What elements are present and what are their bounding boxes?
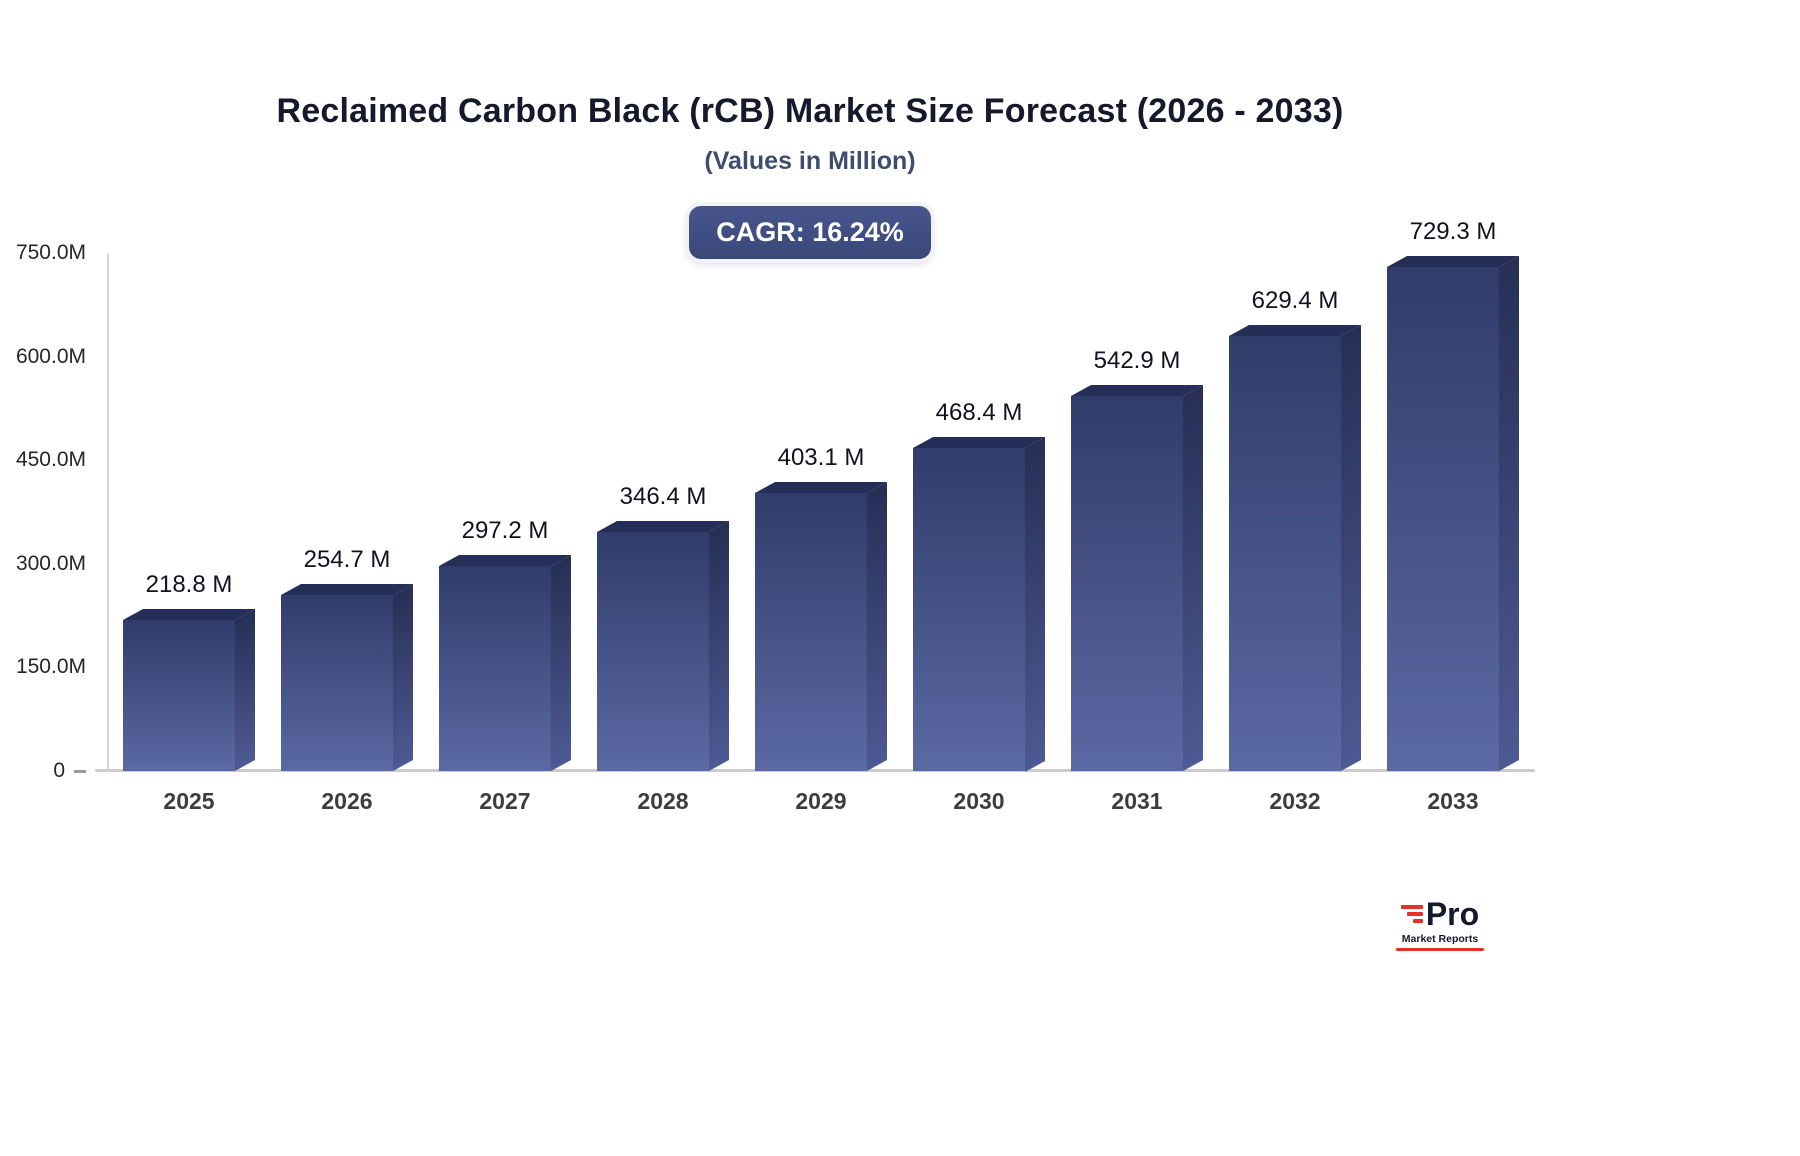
bar-front-face (122, 619, 235, 771)
x-axis-label: 2030 (953, 788, 1005, 814)
y-tick-label: 600.0M (15, 344, 86, 368)
logo-tagline: Market Reports (1401, 933, 1479, 945)
bar-side-face (708, 520, 729, 771)
cagr-badge-label: CAGR: 16.24% (716, 217, 904, 247)
y-tick-label: 300.0M (15, 551, 86, 575)
bar-2026 (280, 584, 413, 771)
logo-stripes-icon (1400, 905, 1423, 923)
zero-tick-mark (74, 770, 86, 773)
bar-top-face (596, 520, 729, 532)
x-axis-label: 2033 (1427, 788, 1479, 814)
bar-front-face (912, 447, 1025, 771)
bar-top-face (912, 436, 1045, 448)
bar-front-face (1386, 267, 1499, 771)
x-axis-label: 2025 (163, 788, 215, 814)
bar-2029 (754, 481, 887, 771)
brand-logo: Pro Market Reports (1396, 898, 1484, 951)
bar-side-face (392, 584, 413, 771)
bar-front-face (1070, 396, 1183, 771)
bar-top-face (122, 608, 255, 620)
bar-side-face (234, 608, 255, 771)
bar-group-2032: 629.4 M 2032 (1216, 253, 1374, 814)
x-axis-label: 2029 (795, 788, 847, 814)
bar-2032 (1228, 325, 1361, 771)
y-tick-label: 0 (53, 759, 86, 783)
bar-group-2027: 297.2 M 2027 (426, 253, 584, 814)
bar-side-face (1340, 325, 1361, 771)
bar-value-label: 403.1 M (777, 443, 865, 471)
y-axis-line (107, 253, 109, 771)
chart-header: Reclaimed Carbon Black (rCB) Market Size… (0, 92, 1620, 259)
bar-front-face (1228, 336, 1341, 771)
bar-group-2026: 254.7 M 2026 (268, 253, 426, 814)
bar-2030 (912, 436, 1045, 771)
bar-2033 (1386, 256, 1519, 772)
logo-row: Pro (1396, 898, 1484, 930)
bar-group-2028: 346.4 M 2028 (584, 253, 742, 814)
bar-group-2030: 468.4 M 2030 (900, 253, 1058, 814)
bar-2025 (122, 608, 255, 771)
x-axis-label: 2031 (1111, 788, 1163, 814)
y-axis: 750.0M 600.0M 450.0M 300.0M 150.0M 0 (0, 241, 100, 782)
bar-group-2029: 403.1 M 2029 (742, 253, 900, 814)
bar-front-face (280, 595, 393, 771)
bar-side-face (1182, 385, 1203, 771)
logo-underline (1396, 948, 1484, 951)
y-tick-label: 450.0M (15, 448, 86, 472)
bar-side-face (1024, 436, 1045, 771)
bar-value-label: 629.4 M (1251, 287, 1339, 315)
bar-group-2031: 542.9 M 2031 (1058, 253, 1216, 814)
bar-2031 (1070, 385, 1203, 771)
bar-side-face (866, 481, 887, 771)
bar-front-face (754, 492, 867, 771)
x-axis-label: 2027 (479, 788, 531, 814)
bar-value-label: 729.3 M (1409, 218, 1497, 246)
bar-group-2025: 218.8 M 2025 (110, 253, 268, 814)
x-axis-label: 2026 (321, 788, 373, 814)
bar-value-label: 254.7 M (303, 546, 391, 574)
bar-value-label: 297.2 M (461, 516, 549, 544)
bar-group-2033: 729.3 M 2033 (1374, 218, 1532, 814)
bar-side-face (1498, 256, 1519, 772)
bar-top-face (754, 481, 887, 493)
plot-area: 218.8 M 2025 254.7 M 2026 297.2 M 2027 346.4 M… (110, 218, 1532, 814)
bar-value-label: 542.9 M (1093, 347, 1181, 375)
bar-front-face (438, 565, 551, 771)
bar-side-face (550, 554, 571, 771)
x-axis-label: 2032 (1269, 788, 1321, 814)
y-tick-label: 750.0M (15, 241, 86, 264)
bar-2027 (438, 554, 571, 771)
chart-title: Reclaimed Carbon Black (rCB) Market Size… (276, 92, 1344, 130)
chart-subtitle: (Values in Million) (704, 147, 916, 175)
bar-top-face (438, 554, 571, 566)
logo-name: Pro (1425, 896, 1480, 932)
x-axis-label: 2028 (637, 788, 689, 814)
bar-2028 (596, 520, 729, 771)
cagr-badge: CAGR: 16.24% (689, 206, 931, 259)
bar-value-label: 218.8 M (145, 570, 233, 598)
bar-value-label: 346.4 M (619, 482, 707, 510)
bar-front-face (596, 531, 709, 771)
y-tick-label: 150.0M (15, 655, 86, 679)
bar-value-label: 468.4 M (935, 398, 1023, 426)
